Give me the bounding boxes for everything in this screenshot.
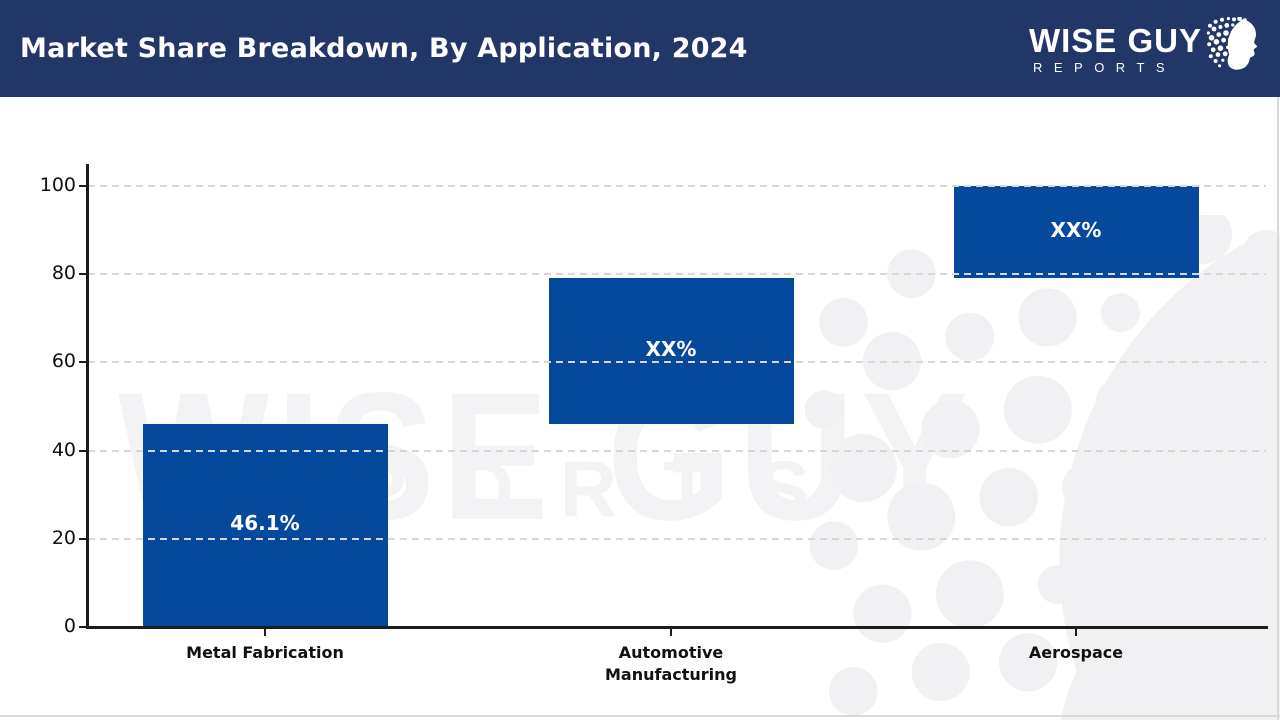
- y-tick: [79, 185, 88, 187]
- grid-line: [88, 537, 1266, 540]
- logo-face-icon: [1206, 17, 1262, 81]
- y-tick-label: 40: [51, 438, 76, 461]
- x-category-label-line: Aerospace: [1028, 643, 1124, 662]
- y-axis-line: [86, 164, 89, 629]
- header-band: Market Share Breakdown, By Application, …: [0, 0, 1280, 97]
- grid-line: [88, 185, 1266, 187]
- y-tick-label: 20: [51, 526, 76, 549]
- x-tick: [264, 628, 266, 636]
- y-tick-label: 0: [63, 615, 76, 637]
- x-category-label: Aerospace: [916, 642, 1236, 664]
- x-tick: [670, 628, 672, 636]
- page-title: Market Share Breakdown, By Application, …: [20, 33, 748, 64]
- bar-segment: 46.1%: [142, 423, 388, 627]
- y-tick: [79, 361, 88, 364]
- bar-value-label: XX%: [1050, 217, 1102, 242]
- x-category-label: Metal Fabrication: [105, 642, 425, 664]
- x-category-label-line: Manufacturing: [605, 664, 737, 684]
- bar-segment: XX%: [548, 277, 794, 424]
- x-category-label: Automotive Manufacturing: [511, 642, 831, 685]
- y-tick: [79, 626, 88, 628]
- grid-line: [88, 449, 1266, 452]
- logo-text: WISE GUY REPORTS: [1029, 24, 1202, 74]
- y-tick-label: 60: [51, 350, 76, 373]
- y-tick: [79, 273, 88, 276]
- plot: 0 20 40 60 80 100 46.1% Metal Fabrication XX% Aut…: [0, 97, 1280, 720]
- x-category-label-line: Metal Fabrication: [186, 643, 344, 662]
- wiseguy-logo: WISE GUY REPORTS: [1029, 17, 1262, 81]
- x-tick: [1075, 628, 1077, 636]
- grid-line: [88, 361, 1266, 364]
- logo-subtitle: REPORTS: [1032, 59, 1177, 75]
- bar-value-label: 46.1%: [230, 511, 300, 536]
- bar-value-label: XX%: [645, 336, 697, 361]
- logo-wordmark: WISE GUY: [1028, 21, 1202, 59]
- y-tick-label: 100: [39, 174, 76, 196]
- x-axis-line: [86, 626, 1268, 629]
- y-tick: [79, 537, 88, 540]
- chart-area: WISE GUY REPORTS 0 20 40 60 80 100 46.1% Metal …: [0, 97, 1280, 720]
- y-tick-label: 80: [51, 262, 76, 285]
- right-border-line: [1277, 97, 1279, 720]
- bottom-border-line: [0, 715, 1280, 717]
- bar-segment: XX%: [953, 186, 1199, 278]
- x-category-label-line: Automotive: [618, 643, 724, 662]
- y-tick: [79, 449, 88, 452]
- grid-line: [88, 273, 1266, 276]
